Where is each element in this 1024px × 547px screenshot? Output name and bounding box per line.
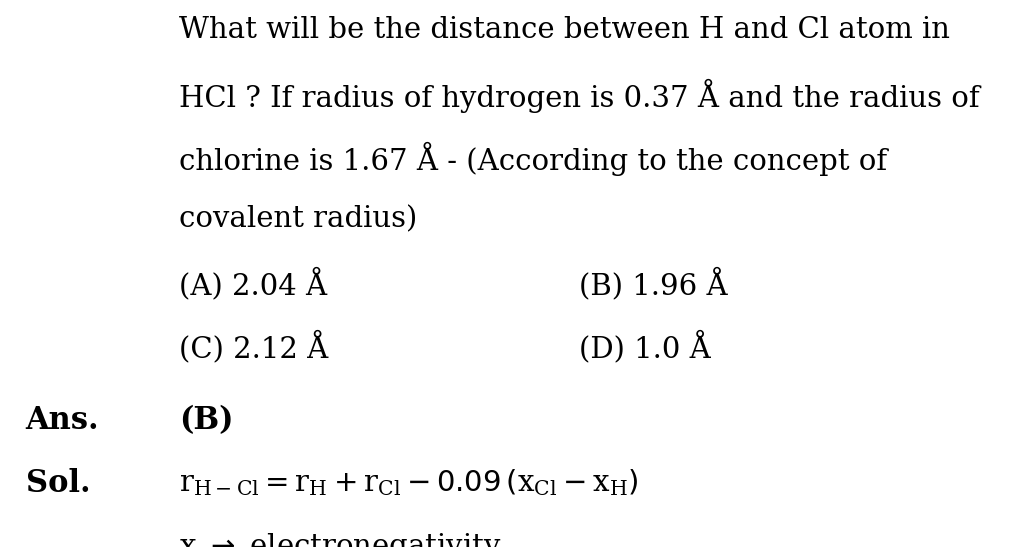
Text: Ans.: Ans. <box>26 405 99 436</box>
Text: covalent radius): covalent radius) <box>179 205 418 233</box>
Text: (B) 1.96 Å: (B) 1.96 Å <box>579 268 727 301</box>
Text: (B): (B) <box>179 405 233 436</box>
Text: HCl ? If radius of hydrogen is 0.37 Å and the radius of: HCl ? If radius of hydrogen is 0.37 Å an… <box>179 79 980 113</box>
Text: chlorine is 1.67 Å - (According to the concept of: chlorine is 1.67 Å - (According to the c… <box>179 142 888 176</box>
Text: (A) 2.04 Å: (A) 2.04 Å <box>179 268 328 301</box>
Text: Sol.: Sol. <box>26 468 90 499</box>
Text: x $\rightarrow$ electronegativity: x $\rightarrow$ electronegativity <box>179 531 502 547</box>
Text: What will be the distance between H and Cl atom in: What will be the distance between H and … <box>179 16 950 44</box>
Text: (C) 2.12 Å: (C) 2.12 Å <box>179 331 329 364</box>
Text: (D) 1.0 Å: (D) 1.0 Å <box>579 331 711 364</box>
Text: $\mathdefault{r}_{\mathdefault{H-Cl}}=\mathdefault{r}_{\mathdefault{H}}+\mathdef: $\mathdefault{r}_{\mathdefault{H-Cl}}=\m… <box>179 468 639 498</box>
